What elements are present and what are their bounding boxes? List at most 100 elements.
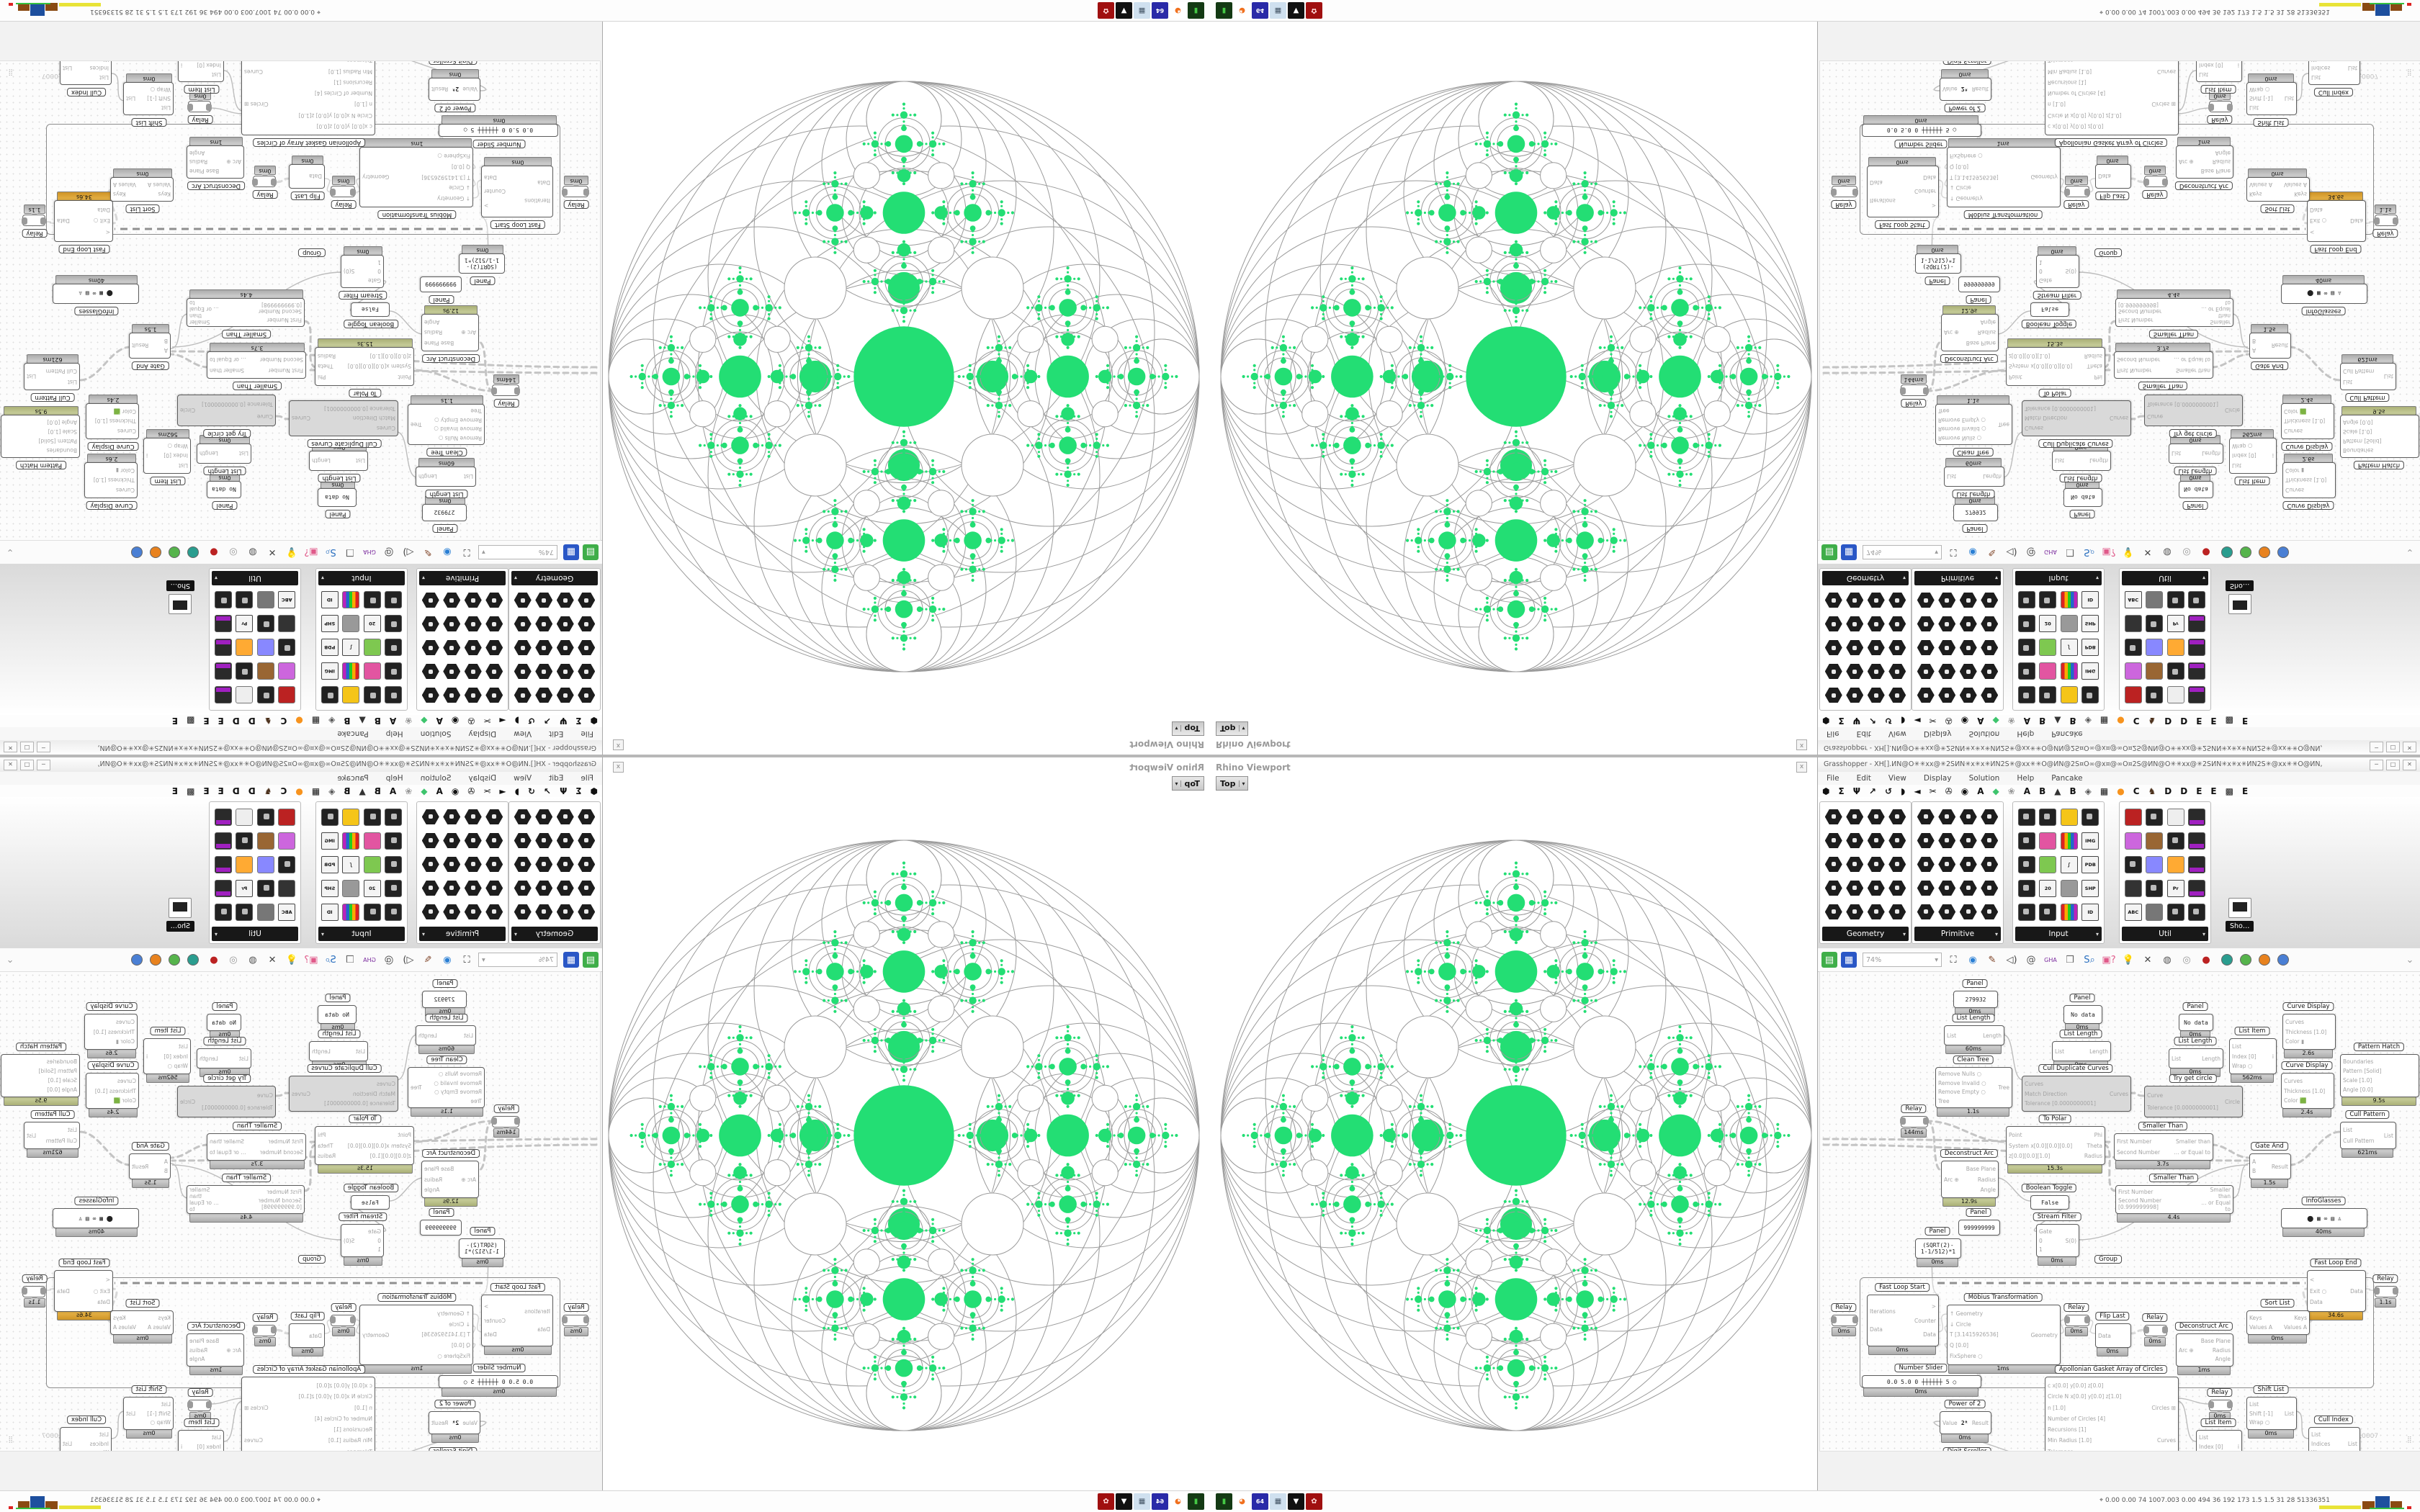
gh-node[interactable]: ⬤ ▦ ∞ ▤ ♙ [2281, 284, 2367, 304]
menu-item-solution[interactable]: Solution [1968, 774, 2000, 783]
component-square-icon[interactable] [385, 662, 403, 680]
gh-relay-node[interactable] [2143, 1325, 2168, 1336]
palette-header[interactable]: Primitive ▾ [419, 927, 506, 941]
component-tab[interactable]: B [344, 716, 351, 726]
gh-node[interactable]: ListIndicesWrap ○ List [2308, 1427, 2360, 1451]
component-hex-icon[interactable] [422, 857, 439, 872]
component-square-icon[interactable] [2188, 832, 2206, 850]
save-file-icon[interactable]: ▦ [1841, 952, 1857, 968]
component-hex-icon[interactable] [1981, 809, 1999, 824]
component-hex-icon[interactable] [465, 904, 482, 919]
component-tab[interactable]: B [2069, 786, 2076, 796]
component-hex-icon[interactable] [514, 664, 532, 679]
component-label-icon[interactable]: 20 [2039, 615, 2057, 633]
component-hex-icon[interactable] [1960, 593, 1977, 608]
gh-relay-node[interactable] [2374, 1286, 2398, 1297]
gh-node[interactable]: Data [289, 1323, 325, 1348]
gh-node[interactable]: First Number Second Number [0.999999998] S… [2115, 298, 2233, 327]
open-file-icon[interactable]: ▤ [583, 952, 599, 968]
component-tab[interactable]: D [2164, 786, 2172, 796]
gh-relay-node[interactable] [22, 1286, 45, 1297]
component-hex-icon[interactable] [514, 809, 532, 824]
window-icon[interactable]: ❒ [2066, 546, 2074, 558]
sketch-pen-icon[interactable]: ✎ [424, 954, 432, 966]
component-tab[interactable]: ▩ [2225, 716, 2233, 726]
component-hex-icon[interactable] [578, 616, 595, 631]
gh-node[interactable]: Curves Thickness [1.0] Color 🟩 [86, 403, 139, 439]
component-color-icon[interactable] [363, 832, 381, 850]
component-tab[interactable]: ◄ [1914, 716, 1921, 726]
wire-display-icon[interactable]: ✕ [2143, 954, 2152, 966]
gh-node[interactable]: c x[0.0] y[0.0] z[0.0] Circle N x[0.0] y[… [2045, 1377, 2179, 1451]
open-file-icon[interactable]: ▤ [1821, 544, 1837, 560]
gh-node[interactable]: Boundaries Pattern [Solid] Scale [1.0] Angl… [2340, 415, 2419, 458]
gh-node[interactable]: < Exit ○ Data Data [2307, 200, 2366, 242]
finder-search-icon[interactable]: S⌕ [325, 954, 336, 966]
pin-blue-icon[interactable] [131, 954, 143, 966]
gh-node[interactable]: Value 2ᴿ Result [1940, 1411, 1991, 1434]
gh-node[interactable]: False [2030, 1195, 2069, 1210]
component-hex-icon[interactable] [557, 857, 574, 872]
component-tab[interactable]: A [2023, 786, 2031, 796]
pin-orange-icon[interactable] [150, 954, 161, 966]
component-tab[interactable]: D [2180, 786, 2188, 796]
component-color-icon[interactable] [256, 591, 274, 609]
gh-node[interactable]: List Length [2052, 1041, 2111, 1061]
component-square-icon[interactable] [2188, 615, 2206, 633]
gh-node[interactable]: ListIndicesWrap ○ List [60, 1427, 112, 1452]
menu-item-pancake[interactable]: Pancake [337, 729, 369, 738]
gradient-icon[interactable] [2060, 903, 2078, 921]
component-square-icon[interactable] [2017, 615, 2035, 633]
save-file-icon[interactable]: ▦ [1841, 544, 1857, 560]
pin-orange-icon[interactable] [2259, 954, 2270, 966]
component-hex-icon[interactable] [1981, 857, 1999, 872]
component-hex-icon[interactable] [1888, 688, 1906, 703]
gh-node[interactable]: Boundaries Pattern [Solid] Scale [1.0] Angl… [1, 415, 80, 458]
gh-node[interactable]: Remove Nulls ○ Remove Invalid ○ Remove Emp… [408, 404, 485, 445]
component-tab[interactable]: ❀ [2007, 716, 2015, 726]
finder-search-icon[interactable]: S⌕ [2084, 954, 2095, 966]
component-hex-icon[interactable] [535, 593, 552, 608]
menu-item-help[interactable]: Help [385, 729, 403, 738]
component-tab[interactable]: D [248, 716, 256, 726]
palette-header[interactable]: Util ▾ [2122, 927, 2208, 941]
component-color-icon[interactable] [2146, 855, 2164, 873]
gh-node[interactable]: List Shift [-1] Wrap ○ List [2246, 1397, 2297, 1430]
component-label-icon[interactable]: IMG [321, 832, 339, 850]
component-tab[interactable]: A [389, 786, 397, 796]
component-tab[interactable]: ● [2117, 716, 2125, 726]
component-hex-icon[interactable] [422, 881, 439, 896]
palette-header[interactable]: Input ▾ [2015, 571, 2102, 585]
window-button[interactable]: ✕ [4, 760, 17, 770]
component-square-icon[interactable] [2188, 686, 2206, 704]
component-color-icon[interactable] [2146, 903, 2164, 921]
component-tab[interactable]: ◈ [328, 716, 336, 726]
component-hex-icon[interactable] [1959, 904, 1977, 919]
component-square-icon[interactable] [2017, 639, 2035, 657]
firefox-icon[interactable]: ◕ [1234, 2, 1250, 19]
pin-green-icon[interactable] [2240, 546, 2251, 558]
component-hex-icon[interactable] [514, 616, 532, 631]
grasshopper-canvas[interactable]: 1,0,0007 ⣿ Group Panel 279932 0ms List Lengt… [1819, 971, 2420, 1452]
gh-relay-node[interactable] [492, 384, 519, 396]
gh-node[interactable]: 279932 [1953, 991, 1998, 1008]
component-hex-icon[interactable] [557, 904, 574, 919]
component-square-icon[interactable] [2017, 903, 2035, 921]
component-hex-icon[interactable] [1917, 593, 1935, 608]
floppy-64-icon[interactable]: 64 [1252, 1493, 1268, 1510]
component-tab[interactable]: B [2039, 786, 2046, 796]
component-tab[interactable]: ▲ [359, 716, 366, 726]
lamp-off-icon[interactable]: ◍ [2163, 546, 2172, 558]
floppy-64-icon[interactable]: 64 [1152, 2, 1168, 19]
window-button[interactable]: □ [2386, 760, 2400, 770]
component-tab[interactable]: ▩ [2225, 786, 2233, 796]
component-hex-icon[interactable] [443, 857, 460, 872]
component-hex-icon[interactable] [1960, 664, 1977, 679]
gh-node[interactable]: 0.0 5.0 0 ┼┼┼┼┼┼ 5 ○ [439, 1375, 558, 1388]
component-square-icon[interactable] [2039, 686, 2057, 704]
component-tab[interactable]: ● [295, 716, 303, 726]
component-label-icon[interactable]: PDB [2081, 855, 2099, 873]
